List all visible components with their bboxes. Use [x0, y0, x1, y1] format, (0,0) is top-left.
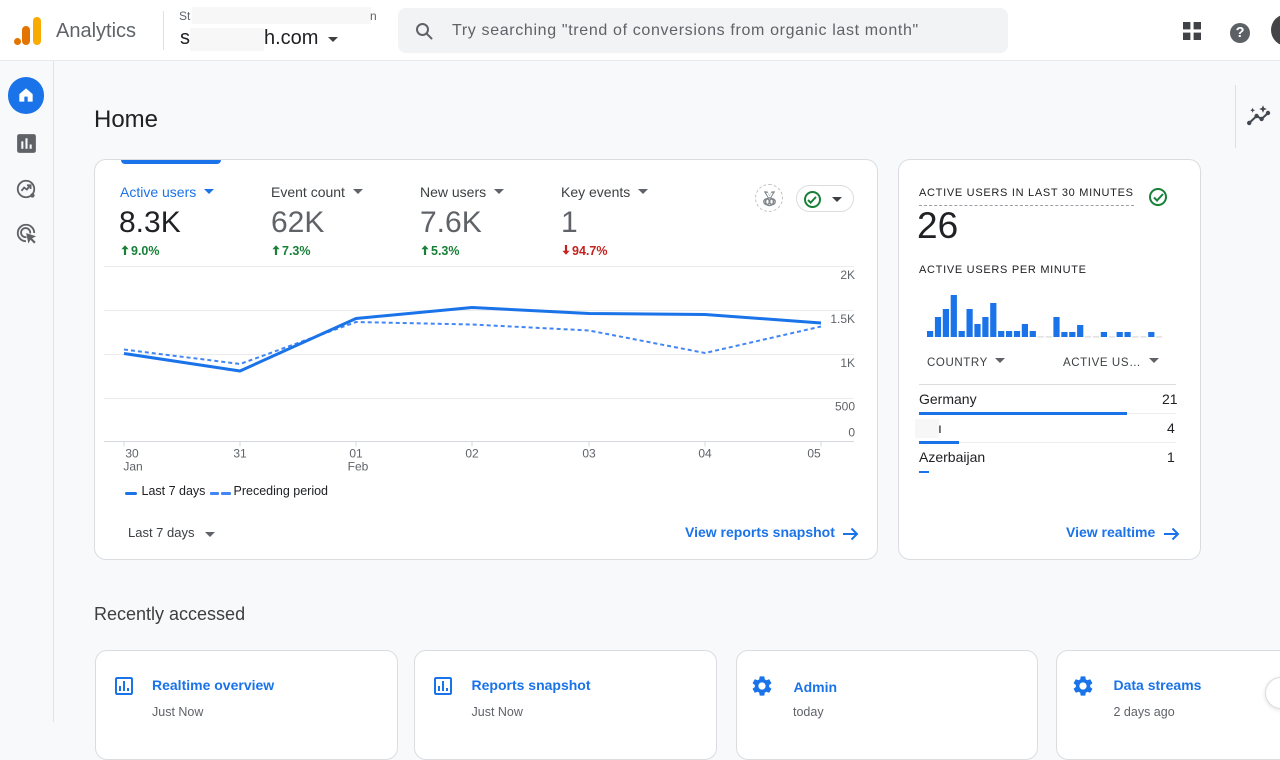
svg-text:1.5K: 1.5K — [830, 312, 855, 326]
svg-text:Feb: Feb — [348, 460, 369, 474]
svg-text:Jan: Jan — [123, 460, 142, 474]
svg-text:30: 30 — [125, 447, 139, 461]
svg-text:500: 500 — [835, 400, 855, 414]
svg-text:31: 31 — [233, 447, 247, 461]
svg-text:01: 01 — [349, 447, 363, 461]
svg-text:2K: 2K — [840, 268, 855, 282]
svg-text:0: 0 — [848, 426, 855, 440]
svg-text:02: 02 — [465, 447, 479, 461]
svg-text:05: 05 — [807, 447, 821, 461]
svg-text:03: 03 — [582, 447, 596, 461]
svg-text:1K: 1K — [840, 356, 855, 370]
svg-text:04: 04 — [698, 447, 712, 461]
